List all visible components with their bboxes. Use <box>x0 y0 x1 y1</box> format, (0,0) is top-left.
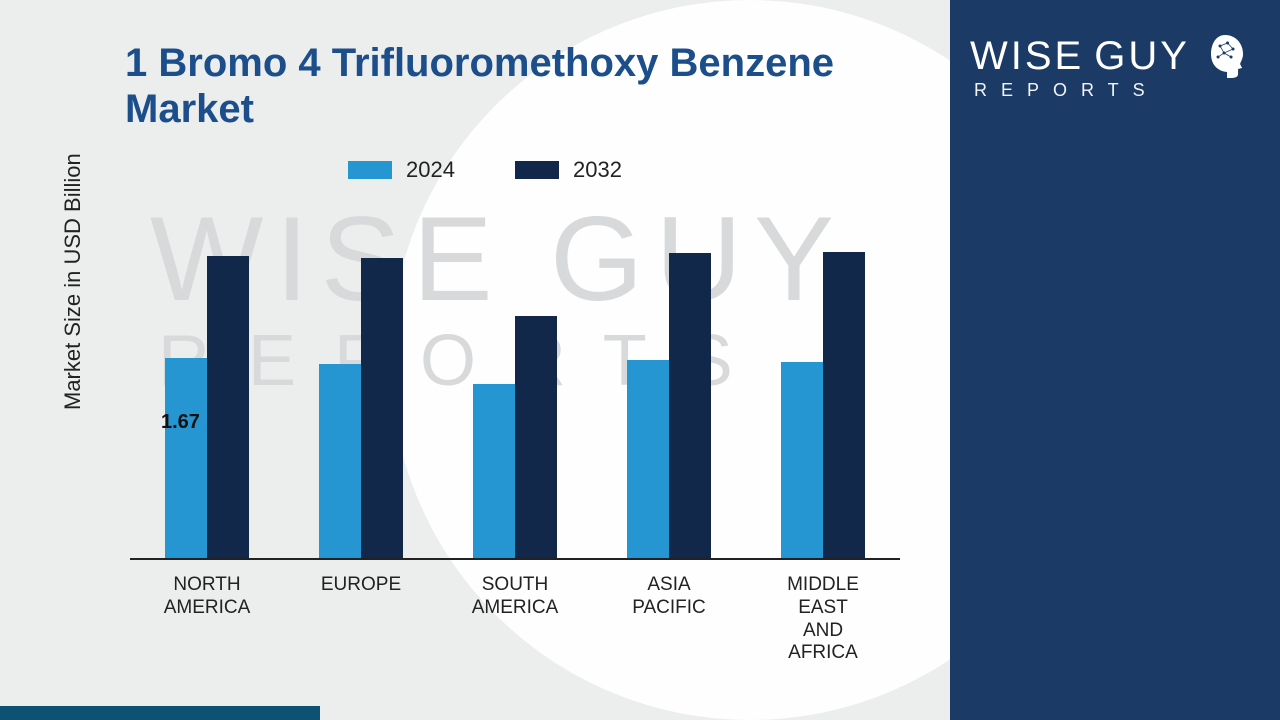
legend-swatch-2024 <box>348 161 392 179</box>
bar-2032 <box>669 253 711 558</box>
right-panel <box>950 0 1280 720</box>
bar-2024 <box>781 362 823 558</box>
bar-2032 <box>823 252 865 558</box>
bar-2024 <box>165 358 207 558</box>
x-axis-labels: NORTHAMERICA EUROPE SOUTHAMERICA ASIAPACIFI… <box>130 566 900 670</box>
bar-2024 <box>319 364 361 558</box>
bar-group <box>473 316 557 558</box>
bar-2024 <box>627 360 669 558</box>
logo-text-wise: WISE <box>970 34 1084 79</box>
y-axis-label: Market Size in USD Billion <box>60 153 86 410</box>
logo-text-reports: REPORTS <box>974 80 1250 101</box>
head-icon <box>1200 28 1250 84</box>
bar-2024 <box>473 384 515 558</box>
x-label: NORTHAMERICA <box>147 566 267 670</box>
legend-label-2032: 2032 <box>573 157 622 183</box>
bar-group <box>781 252 865 558</box>
bar-group <box>319 258 403 558</box>
bar-2032 <box>207 256 249 558</box>
bar-2032 <box>515 316 557 558</box>
bar-chart: Market Size in USD Billion 2024 2032 1.6… <box>70 150 900 670</box>
bar-group: 1.67 <box>165 256 249 558</box>
x-label: EUROPE <box>301 566 421 670</box>
legend-label-2024: 2024 <box>406 157 455 183</box>
x-label: ASIAPACIFIC <box>609 566 729 670</box>
legend-item-2024: 2024 <box>348 157 455 183</box>
brand-logo: WISE GUY REPORTS <box>970 28 1250 101</box>
bottom-accent-bar <box>0 706 320 720</box>
bar-group <box>627 253 711 558</box>
legend: 2024 2032 <box>70 150 900 190</box>
legend-swatch-2032 <box>515 161 559 179</box>
legend-item-2032: 2032 <box>515 157 622 183</box>
x-label: MIDDLEEASTANDAFRICA <box>763 566 883 670</box>
logo-text-guy: GUY <box>1094 34 1190 79</box>
plot-area: 1.67 <box>130 200 900 560</box>
chart-title: 1 Bromo 4 Trifluoromethoxy Benzene Marke… <box>125 40 885 132</box>
x-label: SOUTHAMERICA <box>455 566 575 670</box>
bar-2032 <box>361 258 403 558</box>
